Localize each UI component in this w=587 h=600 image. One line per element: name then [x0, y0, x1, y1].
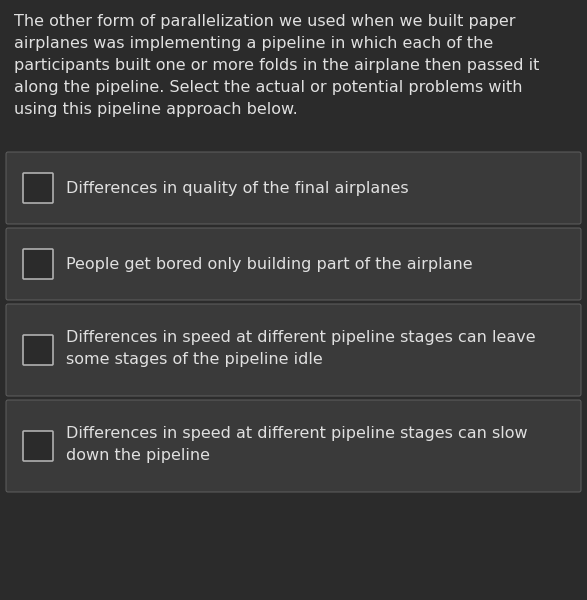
Text: Differences in speed at different pipeline stages can leave: Differences in speed at different pipeli…: [66, 330, 535, 345]
Text: Differences in speed at different pipeline stages can slow: Differences in speed at different pipeli…: [66, 426, 528, 441]
FancyBboxPatch shape: [23, 431, 53, 461]
Text: along the pipeline. Select the actual or potential problems with: along the pipeline. Select the actual or…: [14, 80, 522, 95]
FancyBboxPatch shape: [6, 400, 581, 492]
FancyBboxPatch shape: [23, 173, 53, 203]
FancyBboxPatch shape: [23, 249, 53, 279]
FancyBboxPatch shape: [23, 335, 53, 365]
FancyBboxPatch shape: [6, 228, 581, 300]
Text: down the pipeline: down the pipeline: [66, 448, 210, 463]
Text: People get bored only building part of the airplane: People get bored only building part of t…: [66, 257, 473, 271]
FancyBboxPatch shape: [6, 304, 581, 396]
Text: The other form of parallelization we used when we built paper: The other form of parallelization we use…: [14, 14, 515, 29]
Text: participants built one or more folds in the airplane then passed it: participants built one or more folds in …: [14, 58, 539, 73]
Text: some stages of the pipeline idle: some stages of the pipeline idle: [66, 352, 323, 367]
Text: using this pipeline approach below.: using this pipeline approach below.: [14, 102, 298, 117]
Text: airplanes was implementing a pipeline in which each of the: airplanes was implementing a pipeline in…: [14, 36, 493, 51]
Text: Differences in quality of the final airplanes: Differences in quality of the final airp…: [66, 181, 409, 196]
FancyBboxPatch shape: [6, 152, 581, 224]
